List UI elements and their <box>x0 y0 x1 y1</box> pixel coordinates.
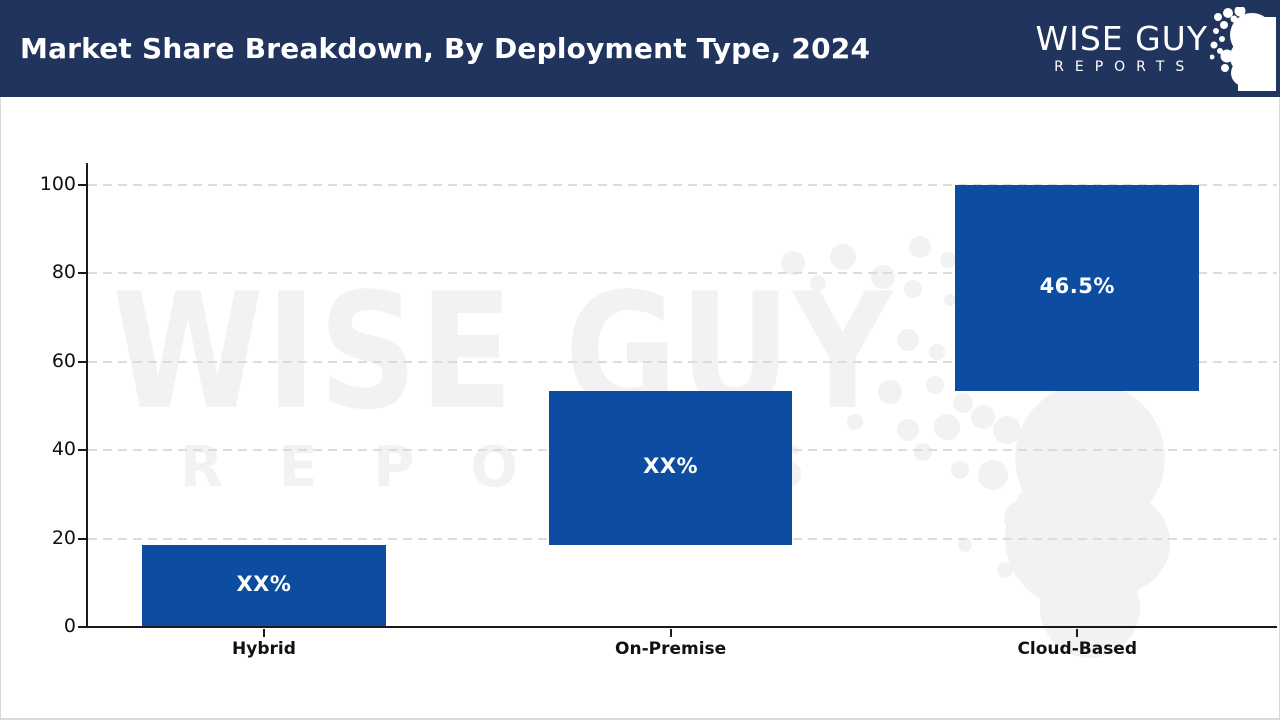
y-axis-tick <box>78 360 87 363</box>
x-tick-label: Cloud-Based <box>1017 639 1138 659</box>
logo-wordmark: WISE GUY <box>1035 19 1208 58</box>
bar-hybrid <box>142 545 386 627</box>
y-tick-label: 40 <box>51 438 76 461</box>
bar-cloud-based <box>955 185 1200 391</box>
bar-value-label: XX% <box>236 572 292 597</box>
y-tick-label: 0 <box>63 615 76 637</box>
header: Market Share Breakdown, By Deployment Ty… <box>0 0 1280 97</box>
x-axis-tick <box>1076 629 1079 637</box>
y-tick-label: 100 <box>39 173 76 195</box>
bar-value-label: XX% <box>643 453 699 478</box>
y-axis-tick <box>78 626 87 628</box>
gridline-100 <box>88 184 1277 186</box>
y-tick-label: 80 <box>51 261 76 284</box>
x-tick-label: Hybrid <box>232 639 296 659</box>
logo-subtitle: REPORTS <box>1054 59 1196 75</box>
gridline-60 <box>88 360 1277 363</box>
y-tick-label: 20 <box>51 526 76 549</box>
x-axis-line <box>86 626 1277 628</box>
y-axis-tick <box>78 449 87 452</box>
bar-value-label: 46.5% <box>1039 273 1115 298</box>
y-axis-line <box>86 163 88 628</box>
logo-face-icon <box>1210 6 1276 91</box>
y-tick-label: 60 <box>51 349 76 372</box>
logo-text: WISE GUY REPORTS <box>1035 22 1208 75</box>
y-axis-tick <box>78 537 87 540</box>
y-axis-tick <box>78 272 87 275</box>
y-axis-tick <box>78 184 87 186</box>
bar-on-premise <box>548 390 793 546</box>
x-tick-label: On-Premise <box>615 639 727 659</box>
page-title: Market Share Breakdown, By Deployment Ty… <box>20 32 871 65</box>
x-axis-tick <box>669 629 672 637</box>
x-axis-tick <box>262 629 265 637</box>
gridline-80 <box>88 272 1277 275</box>
wiseguy-logo: WISE GUY REPORTS <box>1035 2 1276 95</box>
